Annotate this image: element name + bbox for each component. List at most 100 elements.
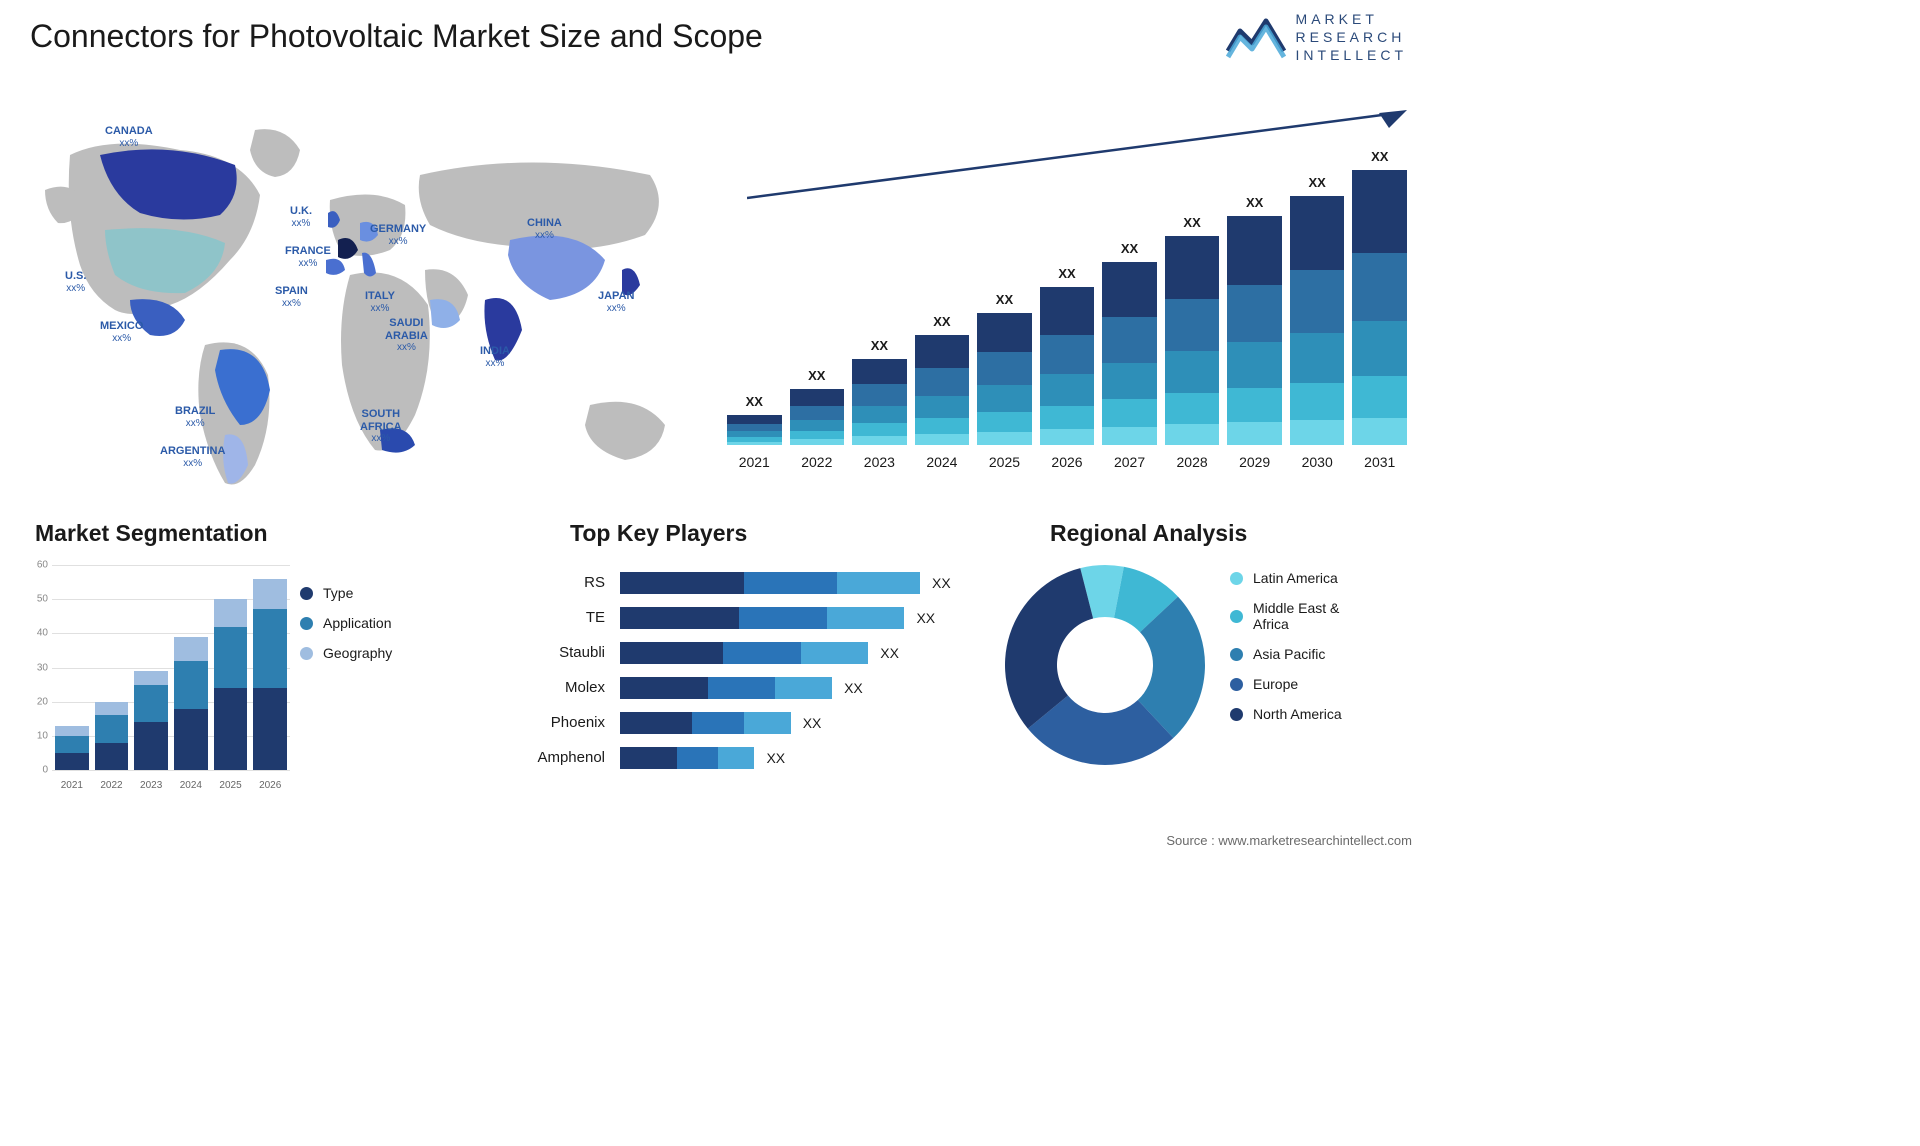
bar-segment — [1102, 363, 1157, 400]
player-value: XX — [880, 645, 899, 661]
legend-item: North America — [1230, 706, 1342, 722]
player-bar — [620, 747, 754, 769]
bar-x-label: 2027 — [1102, 454, 1157, 470]
bar-segment — [727, 442, 782, 445]
bar-segment — [852, 436, 907, 445]
player-bar-segment — [620, 642, 723, 664]
map-country-label: ARGENTINAxx% — [160, 445, 225, 469]
legend-item: Europe — [1230, 676, 1342, 692]
seg-bar-column — [55, 726, 89, 770]
bar-value-label: XX — [808, 368, 825, 383]
legend-item: Geography — [300, 645, 392, 661]
bar-segment — [915, 335, 970, 368]
map-country-label: U.K.xx% — [290, 205, 312, 229]
top-key-players-title: Top Key Players — [570, 520, 747, 547]
bar-x-label: 2029 — [1227, 454, 1282, 470]
regional-analysis-title: Regional Analysis — [1050, 520, 1247, 547]
seg-bar-segment — [134, 722, 168, 770]
bar-segment — [1290, 333, 1345, 383]
bar-x-label: 2022 — [790, 454, 845, 470]
legend-swatch-icon — [1230, 648, 1243, 661]
player-row: PhoenixXX — [490, 705, 970, 740]
player-bar-segment — [620, 572, 744, 594]
bar-segment — [1040, 287, 1095, 334]
legend-swatch-icon — [300, 647, 313, 660]
seg-x-label: 2022 — [95, 780, 129, 791]
legend-label: Latin America — [1253, 570, 1338, 586]
seg-bar-segment — [95, 715, 129, 742]
player-bar-segment — [692, 712, 744, 734]
bar-segment — [915, 368, 970, 395]
legend-label: Type — [323, 585, 353, 601]
logo-mark-icon — [1226, 13, 1286, 61]
player-bar-segment — [620, 607, 739, 629]
bar-segment — [1102, 399, 1157, 426]
seg-y-tick: 40 — [30, 628, 48, 639]
legend-swatch-icon — [1230, 678, 1243, 691]
bar-value-label: XX — [746, 394, 763, 409]
player-bar-segment — [739, 607, 827, 629]
player-bar — [620, 572, 920, 594]
bar-segment — [1165, 299, 1220, 351]
bar-column: XX — [1352, 149, 1407, 445]
page-title: Connectors for Photovoltaic Market Size … — [30, 18, 763, 55]
bar-column: XX — [977, 292, 1032, 445]
seg-bar-segment — [55, 753, 89, 770]
bar-column: XX — [915, 314, 970, 445]
seg-bar-segment — [134, 671, 168, 685]
map-country-label: ITALYxx% — [365, 290, 395, 314]
segmentation-legend: Type Application Geography — [300, 585, 392, 675]
map-country-label: SAUDIARABIAxx% — [385, 317, 428, 354]
bar-segment — [790, 406, 845, 420]
player-bar-segment — [827, 607, 905, 629]
legend-label: Geography — [323, 645, 392, 661]
bar-x-label: 2025 — [977, 454, 1032, 470]
logo-text: MARKET RESEARCH INTELLECT — [1296, 10, 1407, 65]
player-value: XX — [766, 750, 785, 766]
brand-logo: MARKET RESEARCH INTELLECT — [1226, 10, 1407, 65]
bar-value-label: XX — [996, 292, 1013, 307]
bar-x-label: 2024 — [915, 454, 970, 470]
map-country-label: FRANCExx% — [285, 245, 331, 269]
map-country-label: SPAINxx% — [275, 285, 308, 309]
bar-segment — [915, 418, 970, 434]
player-bar-segment — [744, 712, 791, 734]
player-row: MolexXX — [490, 670, 970, 705]
seg-bar-column — [134, 671, 168, 770]
legend-swatch-icon — [1230, 572, 1243, 585]
player-bar — [620, 677, 832, 699]
player-name: Amphenol — [490, 749, 620, 766]
bar-segment — [1040, 429, 1095, 445]
map-country-label: JAPANxx% — [598, 290, 634, 314]
bar-value-label: XX — [1246, 195, 1263, 210]
legend-label: Europe — [1253, 676, 1298, 692]
segmentation-chart: 0102030405060 202120222023202420252026 — [30, 565, 290, 795]
player-name: RS — [490, 574, 620, 591]
top-key-players-chart: RSXXTEXXStaubliXXMolexXXPhoenixXXAmpheno… — [490, 565, 970, 775]
seg-bar-segment — [214, 627, 248, 689]
seg-bar-column — [174, 637, 208, 770]
player-bar-segment — [837, 572, 920, 594]
market-size-bar-chart: XXXXXXXXXXXXXXXXXXXXXX 20212022202320242… — [727, 100, 1407, 470]
bar-value-label: XX — [871, 338, 888, 353]
bar-segment — [852, 359, 907, 385]
bar-segment — [1165, 424, 1220, 445]
regional-legend: Latin AmericaMiddle East &AfricaAsia Pac… — [1230, 570, 1342, 736]
seg-bar-segment — [134, 685, 168, 723]
bar-segment — [977, 352, 1032, 385]
seg-bar-segment — [95, 743, 129, 770]
player-value: XX — [932, 575, 951, 591]
seg-x-label: 2023 — [134, 780, 168, 791]
bar-segment — [727, 424, 782, 432]
bar-value-label: XX — [1121, 241, 1138, 256]
map-country-label: MEXICOxx% — [100, 320, 143, 344]
bar-segment — [915, 434, 970, 445]
bar-segment — [790, 439, 845, 445]
map-country-label: U.S.xx% — [65, 270, 86, 294]
bar-segment — [1165, 236, 1220, 299]
seg-bar-column — [95, 702, 129, 770]
legend-label: Application — [323, 615, 392, 631]
bar-segment — [1227, 422, 1282, 445]
bar-segment — [1290, 196, 1345, 271]
player-bar-segment — [620, 712, 692, 734]
